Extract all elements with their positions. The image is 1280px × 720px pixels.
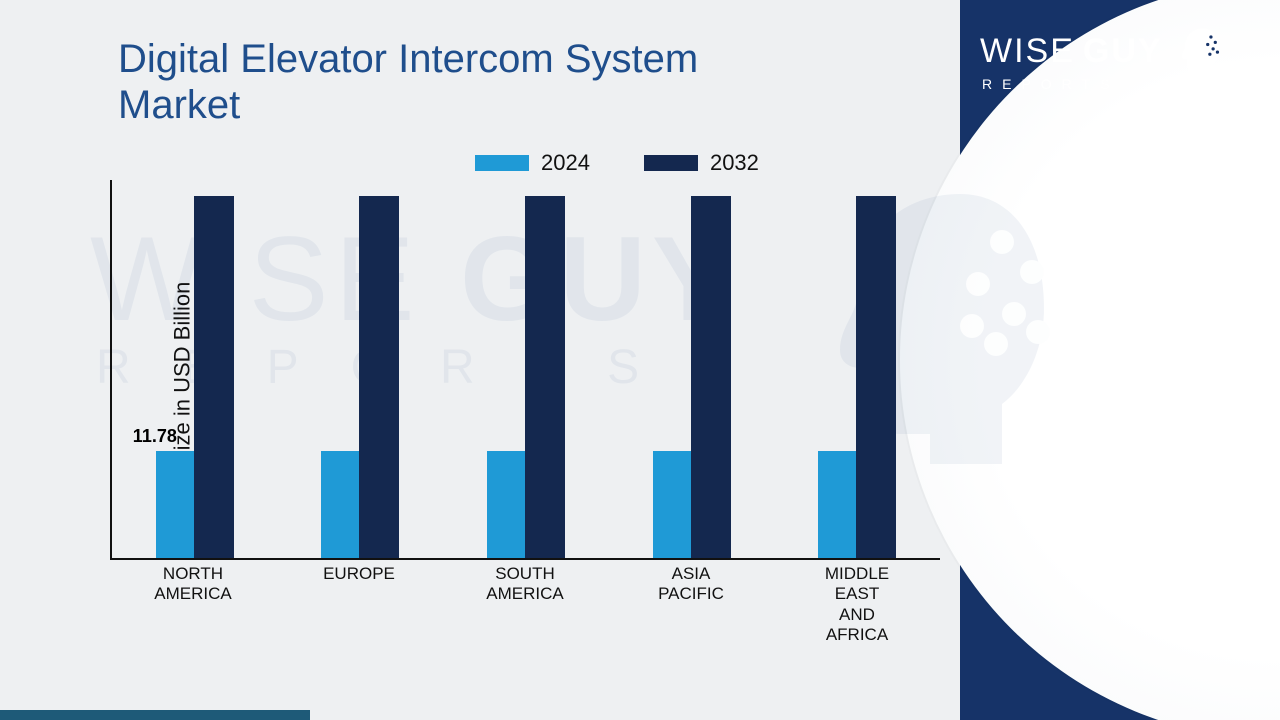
brand-word-2: GUY: [1083, 32, 1163, 71]
bar-group: [609, 180, 775, 558]
legend-item-2024: 2024: [475, 150, 590, 176]
x-axis-labels: NORTHAMERICAEUROPESOUTHAMERICAASIAPACIFI…: [110, 564, 940, 646]
bar-value-label: 11.78: [133, 426, 177, 447]
brain-head-icon: [1171, 24, 1225, 78]
legend: 2024 2032: [475, 150, 759, 176]
bar-series-b: [691, 196, 731, 558]
x-axis-label: SOUTHAMERICA: [442, 564, 608, 646]
bar-series-a: [321, 451, 361, 558]
brand-word-1: WISE: [980, 32, 1075, 71]
bar-series-b: [525, 196, 565, 558]
legend-swatch-b: [644, 155, 698, 171]
bar-series-b: [359, 196, 399, 558]
brand-subline: REPORTS: [982, 76, 1260, 92]
bar-series-a: [156, 451, 196, 558]
legend-label-b: 2032: [710, 150, 759, 176]
bar-series-b: [856, 196, 896, 558]
bar-series-a: [487, 451, 527, 558]
chart-title: Digital Elevator Intercom System Market: [118, 36, 818, 128]
footer-accent-bar: [0, 710, 310, 720]
x-axis-label: EUROPE: [276, 564, 442, 646]
bar-series-a: [818, 451, 858, 558]
bar-series-b: [194, 196, 234, 558]
plot-area: 11.78: [110, 180, 940, 560]
bar-series-a: [653, 451, 693, 558]
legend-item-2032: 2032: [644, 150, 759, 176]
bar-group: 11.78: [112, 180, 278, 558]
bar-group: [278, 180, 444, 558]
legend-swatch-a: [475, 155, 529, 171]
chart-card: WISE GUY REPORTS Digital Elevator Interc…: [0, 0, 1280, 720]
x-axis-label: NORTHAMERICA: [110, 564, 276, 646]
chart-area: Market Size in USD Billion 11.78 NORTHAM…: [60, 150, 960, 670]
legend-label-a: 2024: [541, 150, 590, 176]
x-axis-label: MIDDLEEASTANDAFRICA: [774, 564, 940, 646]
bar-group: [774, 180, 940, 558]
x-axis-label: ASIAPACIFIC: [608, 564, 774, 646]
bar-group: [443, 180, 609, 558]
brand-logo: WISE GUY REPORTS: [980, 24, 1260, 92]
